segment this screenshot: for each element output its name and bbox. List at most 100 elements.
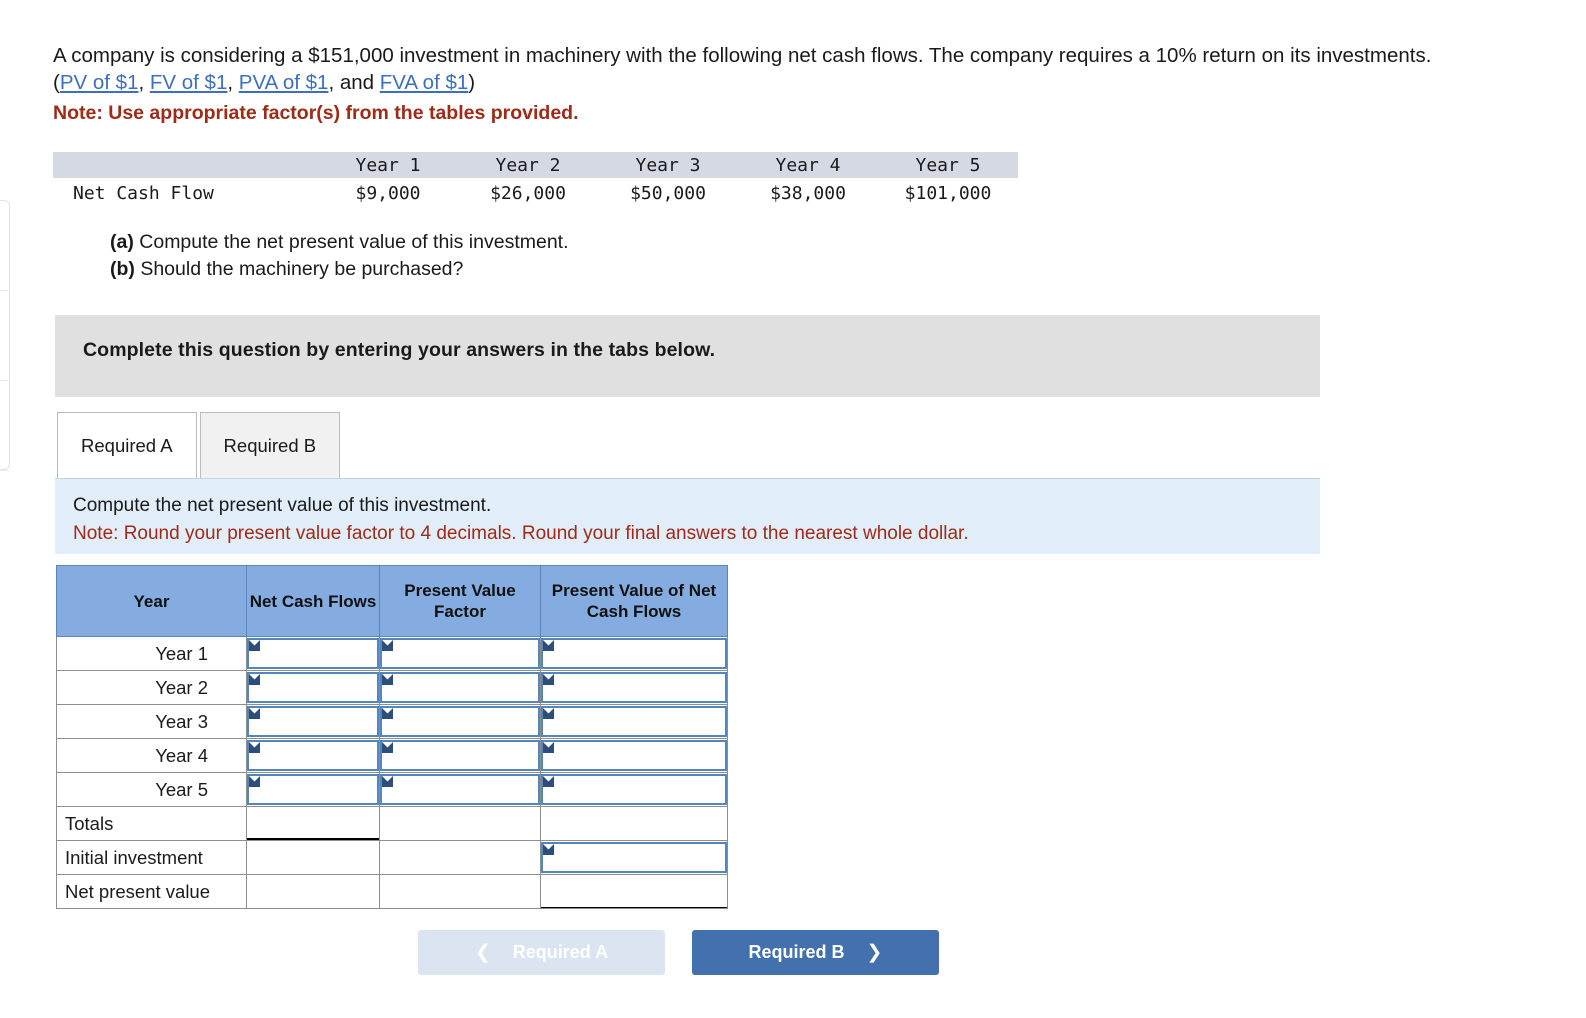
input-cell-pvncf-year-1[interactable] (540, 636, 728, 671)
input-cell-ncf-year-5[interactable] (246, 772, 380, 807)
input-ncf-year-4[interactable] (247, 740, 379, 771)
left-stub-segment (0, 201, 9, 291)
row-label-year-5: Year 5 (56, 772, 247, 807)
input-cell-pvncf-year-3[interactable] (540, 704, 728, 739)
cash-flow-value-year-3: $50,000 (630, 182, 706, 204)
table-row: Year 4 (56, 738, 728, 773)
requirement-navigation: ❮ Required A Required B ❯ (418, 930, 939, 975)
prompt-text-part2: ) (468, 71, 476, 94)
output-cell-pvncf-net-present-value (540, 874, 728, 909)
instruction-line-2: Note: Round your present value factor to… (73, 523, 969, 544)
subquestion-b-marker: (b) (110, 258, 135, 280)
answer-table-header-row: Year Net Cash Flows Present Value Factor… (56, 565, 728, 637)
input-cell-pvf-year-4[interactable] (379, 738, 541, 773)
tab-required-a[interactable]: Required A (57, 412, 197, 478)
row-label-totals: Totals (56, 806, 247, 841)
cash-flow-value-year-4: $38,000 (770, 182, 846, 204)
prev-required-a-button[interactable]: ❮ Required A (418, 930, 665, 975)
table-row: Year 3 (56, 704, 728, 739)
instruction-banner: Complete this question by entering your … (55, 315, 1320, 397)
input-ncf-year-3[interactable] (247, 706, 379, 737)
input-pvf-year-2[interactable] (380, 672, 540, 703)
input-cell-ncf-year-2[interactable] (246, 670, 380, 705)
instruction-line-1: Compute the net present value of this in… (73, 495, 492, 516)
input-cell-pvncf-year-4[interactable] (540, 738, 728, 773)
table-row: Year 5 (56, 772, 728, 807)
input-cell-pvf-year-3[interactable] (379, 704, 541, 739)
input-pvf-year-5[interactable] (380, 774, 540, 805)
cash-flow-header-year-1: Year 1 (318, 152, 458, 178)
tab-required-a-label: Required A (81, 434, 173, 456)
input-pvncf-year-4[interactable] (541, 740, 727, 771)
link-pv-of-1[interactable]: PV of $1 (59, 71, 139, 94)
prompt-sep1: , (138, 71, 150, 94)
net-cash-flow-table: Year 1 Year 2 Year 3 Year 4 Year 5 Net C… (53, 152, 1018, 208)
answer-header-net-cash-flows: Net Cash Flows (246, 565, 380, 637)
input-pvncf-year-1[interactable] (541, 638, 727, 669)
cash-flow-value-year-2: $26,000 (490, 182, 566, 204)
left-stub-segment (0, 291, 9, 381)
cash-flow-header-row: Year 1 Year 2 Year 3 Year 4 Year 5 (53, 152, 1018, 178)
input-cell-pvf-year-5[interactable] (379, 772, 541, 807)
input-pvf-year-1[interactable] (380, 638, 540, 669)
chevron-right-icon: ❯ (866, 942, 883, 963)
input-pvf-year-4[interactable] (380, 740, 540, 771)
table-row: Year 1 (56, 636, 728, 671)
left-edge-panel-stub (0, 200, 10, 471)
answer-header-present-value-of-net-cash-flows: Present Value of Net Cash Flows (540, 565, 728, 637)
cash-flow-header-year-3: Year 3 (598, 152, 738, 178)
input-cell-pvf-year-1[interactable] (379, 636, 541, 671)
output-cell-pvf-totals (379, 806, 541, 841)
input-cell-pvncf-year-5[interactable] (540, 772, 728, 807)
prompt-text-part1: A company is considering a $151,000 inve… (53, 44, 1432, 94)
prompt-note: Note: Use appropriate factor(s) from the… (53, 102, 579, 124)
row-label-year-2: Year 2 (56, 670, 247, 705)
cash-flow-value-year-5: $101,000 (904, 182, 992, 204)
tab-required-b-label: Required B (223, 434, 317, 456)
link-fv-of-1[interactable]: FV of $1 (149, 71, 228, 94)
input-pvncf-year-3[interactable] (541, 706, 727, 737)
output-cell-pvf-net-present-value (379, 874, 541, 909)
next-required-b-button[interactable]: Required B ❯ (692, 930, 939, 975)
input-pvncf-year-5[interactable] (541, 774, 727, 805)
input-cell-pvf-year-2[interactable] (379, 670, 541, 705)
prev-required-a-label: Required A (512, 942, 609, 962)
answer-header-present-value-factor: Present Value Factor (379, 565, 541, 637)
npv-answer-table: Year Net Cash Flows Present Value Factor… (56, 565, 728, 909)
cash-flow-header-year-2: Year 2 (458, 152, 598, 178)
input-cell-ncf-year-1[interactable] (246, 636, 380, 671)
row-label-year-1: Year 1 (56, 636, 247, 671)
answer-header-year: Year (56, 565, 247, 637)
link-fva-of-1[interactable]: FVA of $1 (379, 71, 469, 94)
output-cell-pvf-initial-investment (379, 840, 541, 875)
table-row: Initial investment (56, 840, 728, 875)
subquestion-list: (a) Compute the net present value of thi… (110, 229, 569, 283)
output-cell-ncf-net-present-value (246, 874, 380, 909)
input-cell-pvncf-year-2[interactable] (540, 670, 728, 705)
input-cell-ncf-year-4[interactable] (246, 738, 380, 773)
cash-flow-value-year-1: $9,000 (355, 182, 421, 204)
output-cell-ncf-initial-investment (246, 840, 380, 875)
link-pva-of-1[interactable]: PVA of $1 (238, 71, 329, 94)
input-pvncf-initial-investment[interactable] (541, 842, 727, 873)
cash-flow-header-year-5: Year 5 (878, 152, 1018, 178)
cash-flow-row-label: Net Cash Flow (73, 182, 214, 204)
subquestion-a-text: Compute the net present value of this in… (133, 231, 569, 253)
requirement-tabs: Required A Required B (57, 409, 341, 478)
subquestion-a-marker: (a) (110, 231, 134, 253)
subquestion-b: (b) Should the machinery be purchased? (110, 256, 569, 283)
question-prompt: A company is considering a $151,000 inve… (53, 42, 1453, 127)
input-ncf-year-1[interactable] (247, 638, 379, 669)
cash-flow-data-row: Net Cash Flow $9,000 $26,000 $50,000 $38… (53, 178, 1018, 208)
input-pvf-year-3[interactable] (380, 706, 540, 737)
prompt-sep2: , (227, 71, 239, 94)
tab-required-b[interactable]: Required B (199, 412, 341, 478)
input-cell-pvncf-initial-investment[interactable] (540, 840, 728, 875)
requirement-instructions: Compute the net present value of this in… (55, 478, 1320, 554)
input-pvncf-year-2[interactable] (541, 672, 727, 703)
input-ncf-year-2[interactable] (247, 672, 379, 703)
input-cell-ncf-year-3[interactable] (246, 704, 380, 739)
input-ncf-year-5[interactable] (247, 774, 379, 805)
row-label-year-3: Year 3 (56, 704, 247, 739)
